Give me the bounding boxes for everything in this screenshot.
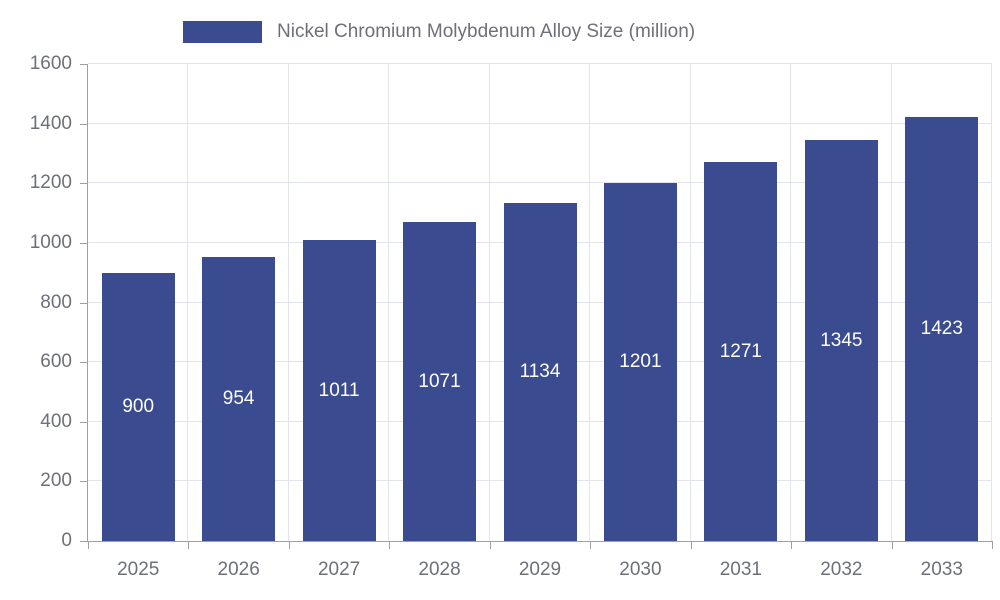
- x-axis-tick: [389, 542, 390, 549]
- x-axis-tick: [490, 542, 491, 549]
- gridline-vertical: [288, 64, 289, 541]
- bar[interactable]: 1071: [403, 222, 477, 541]
- y-axis-tick: [80, 362, 88, 364]
- y-axis-tick-label: 800: [40, 291, 72, 313]
- x-axis-tick: [188, 542, 189, 549]
- x-axis-tick-label: 2028: [418, 559, 461, 580]
- bar-value-label: 1011: [318, 379, 360, 401]
- y-axis-tick: [80, 64, 88, 65]
- gridline-horizontal: [88, 63, 992, 64]
- x-axis-tick: [590, 542, 591, 549]
- gridline-vertical: [891, 64, 892, 541]
- legend-swatch: [183, 21, 262, 43]
- bar-value-label: 900: [122, 396, 155, 417]
- y-axis-tick: [80, 541, 88, 542]
- y-axis-tick: [80, 302, 88, 304]
- legend-item[interactable]: Nickel Chromium Molybdenum Alloy Size (m…: [183, 20, 695, 44]
- gridline-horizontal: [88, 122, 992, 124]
- bar[interactable]: 1134: [503, 203, 577, 541]
- bar-value-label: 1345: [820, 329, 863, 351]
- bar-value-label: 1271: [719, 340, 763, 362]
- y-axis-tick-label: 400: [40, 410, 72, 432]
- x-axis-tick: [992, 542, 993, 549]
- bar[interactable]: 1345: [804, 140, 878, 541]
- y-axis-tick-label: 1200: [29, 172, 72, 194]
- x-axis-tick: [791, 542, 792, 549]
- x-axis-tick-label: 2033: [920, 559, 963, 580]
- y-axis-tick-label: 1400: [29, 112, 72, 134]
- x-axis-tick: [691, 542, 692, 549]
- y-axis-tick: [80, 481, 88, 483]
- x-axis-line: [87, 541, 993, 542]
- bar[interactable]: 1011: [302, 240, 376, 541]
- gridline-vertical: [589, 64, 590, 541]
- y-axis-tick: [80, 421, 88, 423]
- x-axis-tick-label: 2029: [518, 559, 562, 580]
- bar-value-label: 954: [222, 388, 255, 409]
- x-axis-tick: [88, 542, 89, 549]
- x-axis-tick: [289, 542, 290, 549]
- y-axis-tick: [80, 242, 88, 244]
- bar-value-label: 1423: [920, 318, 963, 339]
- bar-value-label: 1071: [418, 370, 461, 392]
- y-axis-tick-label: 1600: [29, 53, 72, 74]
- y-axis-tick: [80, 183, 88, 185]
- x-axis-tick: [892, 542, 893, 549]
- legend-label: Nickel Chromium Molybdenum Alloy Size (m…: [277, 21, 696, 42]
- y-axis-tick-label: 600: [40, 351, 72, 373]
- x-axis-tick-label: 2031: [719, 559, 763, 580]
- gridline-vertical: [388, 64, 389, 541]
- x-axis-tick-label: 2027: [317, 559, 361, 580]
- x-axis-tick-label: 2030: [619, 559, 662, 580]
- x-axis-tick-label: 2025: [117, 559, 160, 580]
- bar[interactable]: 954: [202, 257, 276, 541]
- bar[interactable]: 1201: [603, 183, 677, 541]
- x-axis-tick-label: 2026: [217, 559, 260, 580]
- bar[interactable]: 900: [101, 273, 175, 541]
- gridline-vertical: [690, 64, 691, 541]
- bar[interactable]: 1423: [905, 117, 979, 541]
- bar-value-label: 1134: [519, 361, 561, 382]
- bar-value-label: 1201: [619, 351, 662, 372]
- plot-area: 900 954 1011 1071 1134 1201 1271 1345 1423: [88, 63, 992, 541]
- y-axis-tick: [80, 123, 88, 125]
- y-axis-tick-label: 1000: [29, 231, 72, 253]
- x-axis-tick-label: 2032: [820, 559, 863, 580]
- y-axis-tick-label: 200: [40, 470, 72, 492]
- gridline-vertical: [489, 64, 490, 541]
- gridline-horizontal: [88, 182, 992, 184]
- y-axis-tick-label: 0: [61, 530, 72, 551]
- gridline-vertical: [790, 64, 791, 541]
- gridline-vertical: [187, 64, 188, 541]
- gridline-vertical: [991, 64, 992, 541]
- bar[interactable]: 1271: [704, 162, 778, 541]
